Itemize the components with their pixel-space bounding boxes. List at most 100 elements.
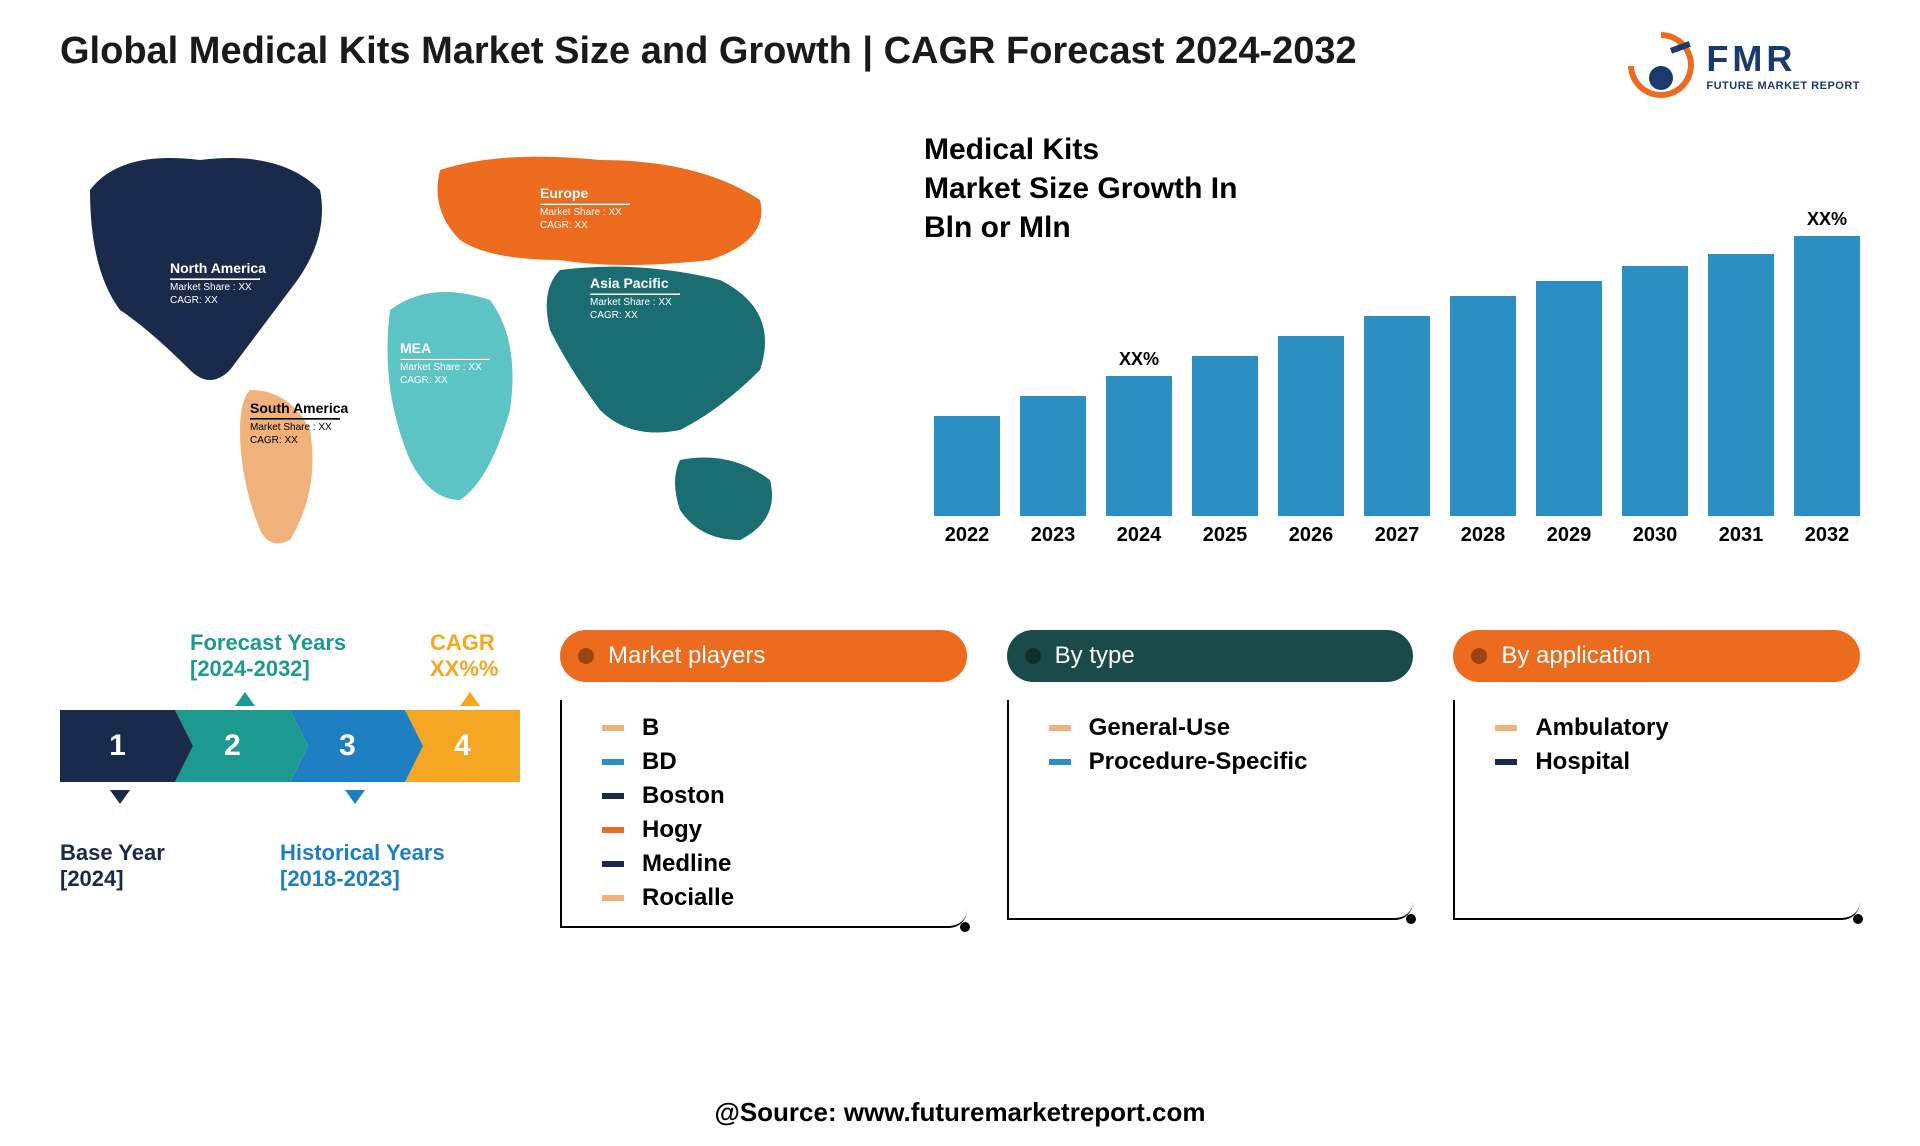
bar-2025: 2025 [1192,356,1258,547]
region-eu-cagr: CAGR: XX [540,220,630,231]
bar-year-label: 2027 [1375,524,1420,547]
tri-cagr-icon [460,692,480,706]
cat-dot-icon [1471,648,1487,664]
bar-year-label: 2029 [1547,524,1592,547]
cat-item-label: Procedure-Specific [1089,748,1308,776]
cat-header: By application [1453,630,1860,682]
bar-2022: 2022 [934,416,1000,547]
tl-cagr-value: XX%% [430,656,498,681]
cat-item: Rocialle [602,884,967,912]
tl-forecast-label: Forecast Years [190,630,346,655]
cat-item-label: Boston [642,782,725,810]
timeline-step-number: 1 [109,729,126,763]
source-attribution: @Source: www.futuremarketreport.com [714,1097,1205,1128]
cat-dot-icon [1025,648,1041,664]
region-ap-share: Market Share : XX [590,297,680,308]
bar-year-label: 2026 [1289,524,1334,547]
timeline-step-number: 4 [454,729,471,763]
cat-tick-icon [1495,725,1517,731]
tri-base-icon [110,790,130,804]
cat-tick-icon [602,827,624,833]
region-sa-cagr: CAGR: XX [250,435,348,446]
cat-item: B [602,714,967,742]
tl-base-range: [2024] [60,866,124,891]
bar-2031: 2031 [1708,254,1774,547]
cat-tick-icon [1495,759,1517,765]
cat-header-label: By application [1501,642,1650,670]
cat-item: Medline [602,850,967,878]
cat-tick-icon [1049,759,1071,765]
bar-2029: 2029 [1536,281,1602,547]
cat-item: General-Use [1049,714,1414,742]
timeline-chevron: Forecast Years [2024-2032] CAGR XX%% 1 2 3… [60,630,520,782]
cat-item: Ambulatory [1495,714,1860,742]
cat-frame: B BD Boston Hogy Medline Rocialle [560,700,967,928]
region-eu: Europe [540,185,588,201]
region-ap: Asia Pacific [590,275,669,291]
cat-dot-icon [578,648,594,664]
bar-rect [1192,356,1258,516]
bar-2030: 2030 [1622,266,1688,547]
bar-year-label: 2024 [1117,524,1162,547]
cat-tick-icon [602,861,624,867]
bar-rect [1708,254,1774,516]
bar-year-label: 2022 [945,524,990,547]
region-sa-share: Market Share : XX [250,422,348,433]
growth-bar-chart: Medical Kits Market Size Growth In Bln o… [894,130,1860,570]
cat-item: Procedure-Specific [1049,748,1414,776]
region-na: North America [170,260,266,276]
timeline-step-number: 2 [224,729,241,763]
cat-frame: General-Use Procedure-Specific [1007,700,1414,920]
bar-year-label: 2023 [1031,524,1076,547]
category-by-application: By application Ambulatory Hospital [1453,630,1860,928]
fmr-logo-icon [1626,30,1696,100]
cat-item-label: Rocialle [642,884,734,912]
cat-header: Market players [560,630,967,682]
region-eu-share: Market Share : XX [540,207,630,218]
bar-2032: XX% 2032 [1794,209,1860,547]
cat-header-label: Market players [608,642,765,670]
region-na-share: Market Share : XX [170,282,266,293]
cat-item: Boston [602,782,967,810]
tl-cagr-label: CAGR [430,630,495,655]
tl-forecast-range: [2024-2032] [190,656,310,681]
bar-year-label: 2030 [1633,524,1678,547]
chart-title-l3: Bln or Mln [924,211,1071,244]
cat-item: Hospital [1495,748,1860,776]
fmr-logo: FMR FUTURE MARKET REPORT [1626,30,1860,100]
cat-tick-icon [602,895,624,901]
region-mea: MEA [400,340,431,356]
cat-frame: Ambulatory Hospital [1453,700,1860,920]
region-mea-share: Market Share : XX [400,362,490,373]
bar-year-label: 2031 [1719,524,1764,547]
tri-forecast-icon [235,692,255,706]
bar-2026: 2026 [1278,336,1344,547]
bar-top-2032: XX% [1807,209,1847,230]
tl-hist-range: [2018-2023] [280,866,400,891]
cat-item-label: B [642,714,659,742]
cat-item-label: Hospital [1535,748,1630,776]
bar-year-label: 2032 [1805,524,1850,547]
category-market-players: Market players B BD Boston Hogy Medline … [560,630,967,928]
cat-item: BD [602,748,967,776]
cat-header: By type [1007,630,1414,682]
page-title: Global Medical Kits Market Size and Grow… [60,30,1357,73]
bar-rect [1794,236,1860,516]
logo-text-fmr: FMR [1706,38,1860,80]
tri-hist-icon [345,790,365,804]
bar-2027: 2027 [1364,316,1430,547]
bar-rect [1364,316,1430,516]
region-mea-cagr: CAGR: XX [400,375,490,386]
category-by-type: By type General-Use Procedure-Specific [1007,630,1414,928]
cat-item-label: BD [642,748,677,776]
tl-base-label: Base Year [60,840,165,865]
cat-tick-icon [602,759,624,765]
timeline-step-1: 1 [60,710,175,782]
bar-year-label: 2025 [1203,524,1248,547]
bar-2028: 2028 [1450,296,1516,547]
timeline-step-number: 3 [339,729,356,763]
bar-rect [1106,376,1172,516]
cat-tick-icon [602,725,624,731]
bar-rect [1536,281,1602,516]
tl-hist-label: Historical Years [280,840,445,865]
